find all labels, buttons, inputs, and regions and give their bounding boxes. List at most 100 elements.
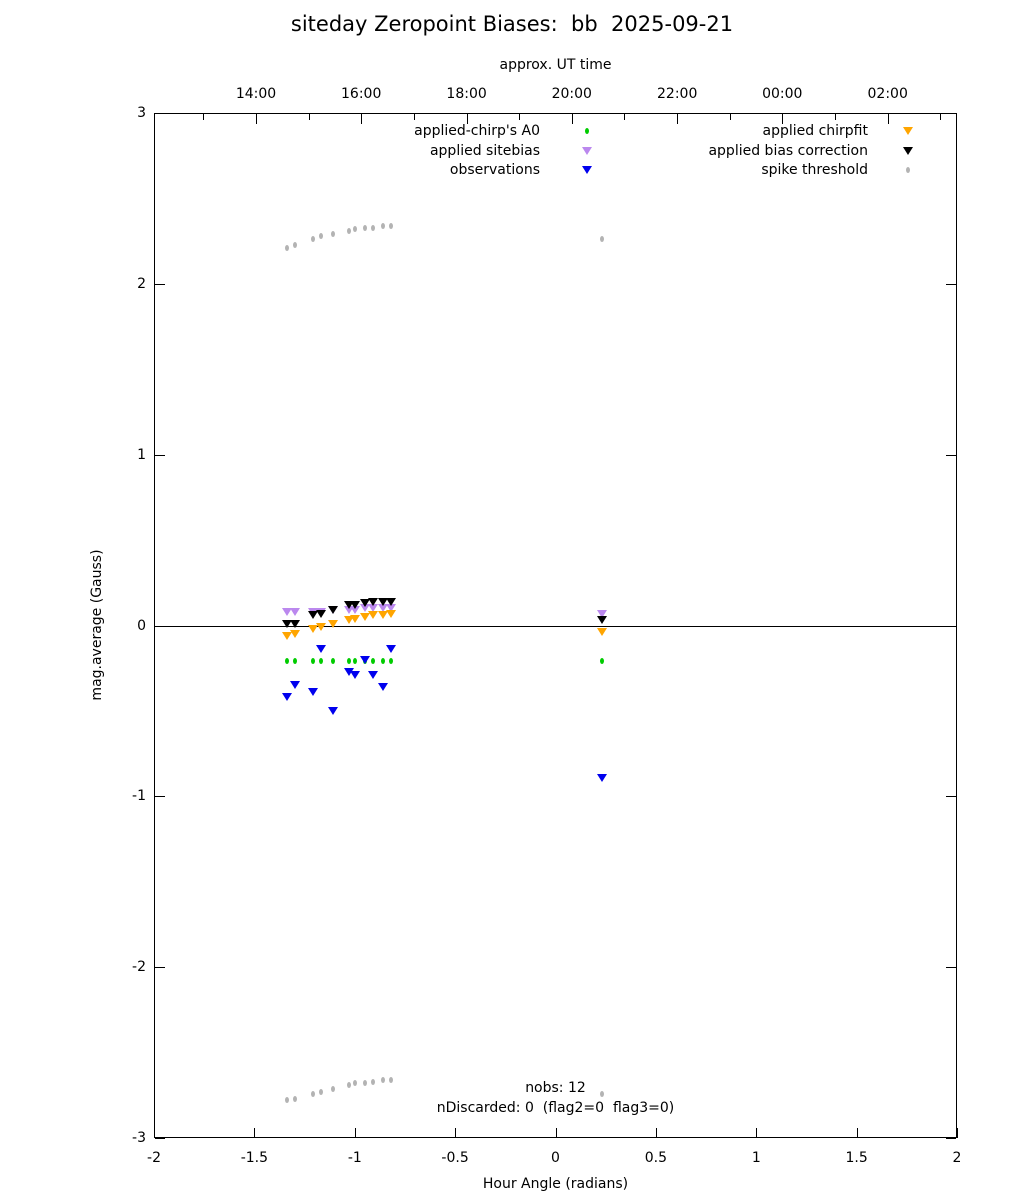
y-axis-tick-mirror [946,796,956,798]
top-axis-tick-label: 14:00 [235,86,277,102]
x-axis-tick-label: 2 [952,1150,962,1166]
y-axis-tick [155,796,165,798]
data-point [349,614,360,623]
data-point [377,597,388,606]
data-point [327,706,338,715]
data-point [377,683,388,691]
data-point [346,227,351,234]
legend-marker [582,147,592,155]
zero-axis-line [154,626,957,627]
y-axis-tick [155,1138,165,1139]
data-point [370,658,375,665]
y-axis-tick-mirror [946,454,956,456]
top-axis-major-tick [361,113,363,124]
top-axis-tick-label: 22:00 [657,86,698,102]
legend-label: observations [449,162,540,178]
data-point [380,222,385,229]
chart-title: siteday Zeropoint Biases: bb 2025-09-21 [290,12,734,36]
data-point [292,1095,297,1102]
data-point [310,658,315,665]
top-axis-tick-label: 18:00 [446,86,487,102]
data-point [349,601,360,609]
data-point [330,1085,335,1092]
y-axis-tick-mirror [946,625,956,627]
y-axis-tick-mirror [946,283,956,285]
nobs-text: nobs: 12 [525,1080,586,1096]
y-axis-tick [155,625,165,627]
data-point [367,611,378,620]
data-point [343,616,354,625]
data-point [292,658,297,665]
x-axis-tick [254,1128,256,1138]
data-point [307,688,318,697]
top-axis-tick-label: 00:00 [762,86,803,102]
data-point [596,773,607,782]
data-point [596,609,607,618]
y-axis-tick [155,283,165,285]
x-axis-tick-label: -0.5 [441,1150,469,1166]
top-axis-minor-tick [308,113,310,120]
data-point [318,233,323,239]
x-axis-tick [354,1128,356,1138]
data-point [385,604,396,613]
x-axis-tick-label: 0 [551,1150,560,1166]
top-axis-minor-tick [624,113,626,120]
data-point [346,1082,351,1088]
data-point [310,236,315,243]
top-axis-major-tick [887,113,889,124]
data-point [599,1090,604,1097]
data-point [281,693,292,702]
top-axis-major-tick [256,113,257,124]
data-point [284,245,289,251]
data-point [367,597,378,606]
legend-marker [903,127,913,135]
data-point [330,658,335,665]
x-axis-tick [455,1128,457,1138]
y-axis-tick-mirror [946,1138,956,1139]
y-axis-tick [155,113,165,114]
data-point [362,1080,367,1087]
legend-label: applied sitebias [429,143,540,159]
data-point [318,1088,323,1095]
data-point [596,628,607,637]
x-axis-label: Hour Angle (radians) [482,1176,629,1192]
data-point [388,658,393,665]
x-axis-tick-label: 0.5 [644,1150,668,1166]
data-point [343,606,354,615]
data-point [385,597,396,606]
top-axis-major-tick [677,113,679,124]
top-axis-major-tick [466,113,468,124]
data-point [343,667,354,676]
data-point [370,224,375,231]
data-point [289,630,300,638]
top-axis-minor-tick [940,113,942,120]
x-axis-tick-label: -2 [147,1150,161,1166]
data-point [380,1076,385,1083]
legend-label: applied bias correction [708,143,868,159]
top-axis-minor-tick [519,113,521,120]
x-axis-tick-label: 1 [751,1150,761,1166]
top-axis-tick-label: 16:00 [341,86,382,102]
data-point [292,241,297,248]
data-point [346,658,351,665]
data-point [289,607,300,616]
data-point [385,645,396,654]
top-axis-major-tick [782,113,784,124]
data-point [352,226,357,233]
data-point [367,604,378,613]
top-axis-minor-tick [729,113,731,120]
data-point [352,1080,357,1087]
top-axis-major-tick [571,113,573,124]
y-axis-tick-mirror [946,113,956,114]
y-axis-tick-label: 3 [137,105,146,121]
annotation-block: nobs: 12 nDiscarded: 0 (flag2=0 flag3=0) [154,1078,957,1118]
data-point [599,658,604,665]
data-point [377,611,388,620]
data-point [310,1090,315,1097]
ndiscarded-text: nDiscarded: 0 (flag2=0 flag3=0) [436,1100,675,1116]
data-point [367,671,378,679]
data-point [307,624,318,633]
top-axis-minor-tick [414,113,415,120]
legend-label: spike threshold [761,162,868,178]
